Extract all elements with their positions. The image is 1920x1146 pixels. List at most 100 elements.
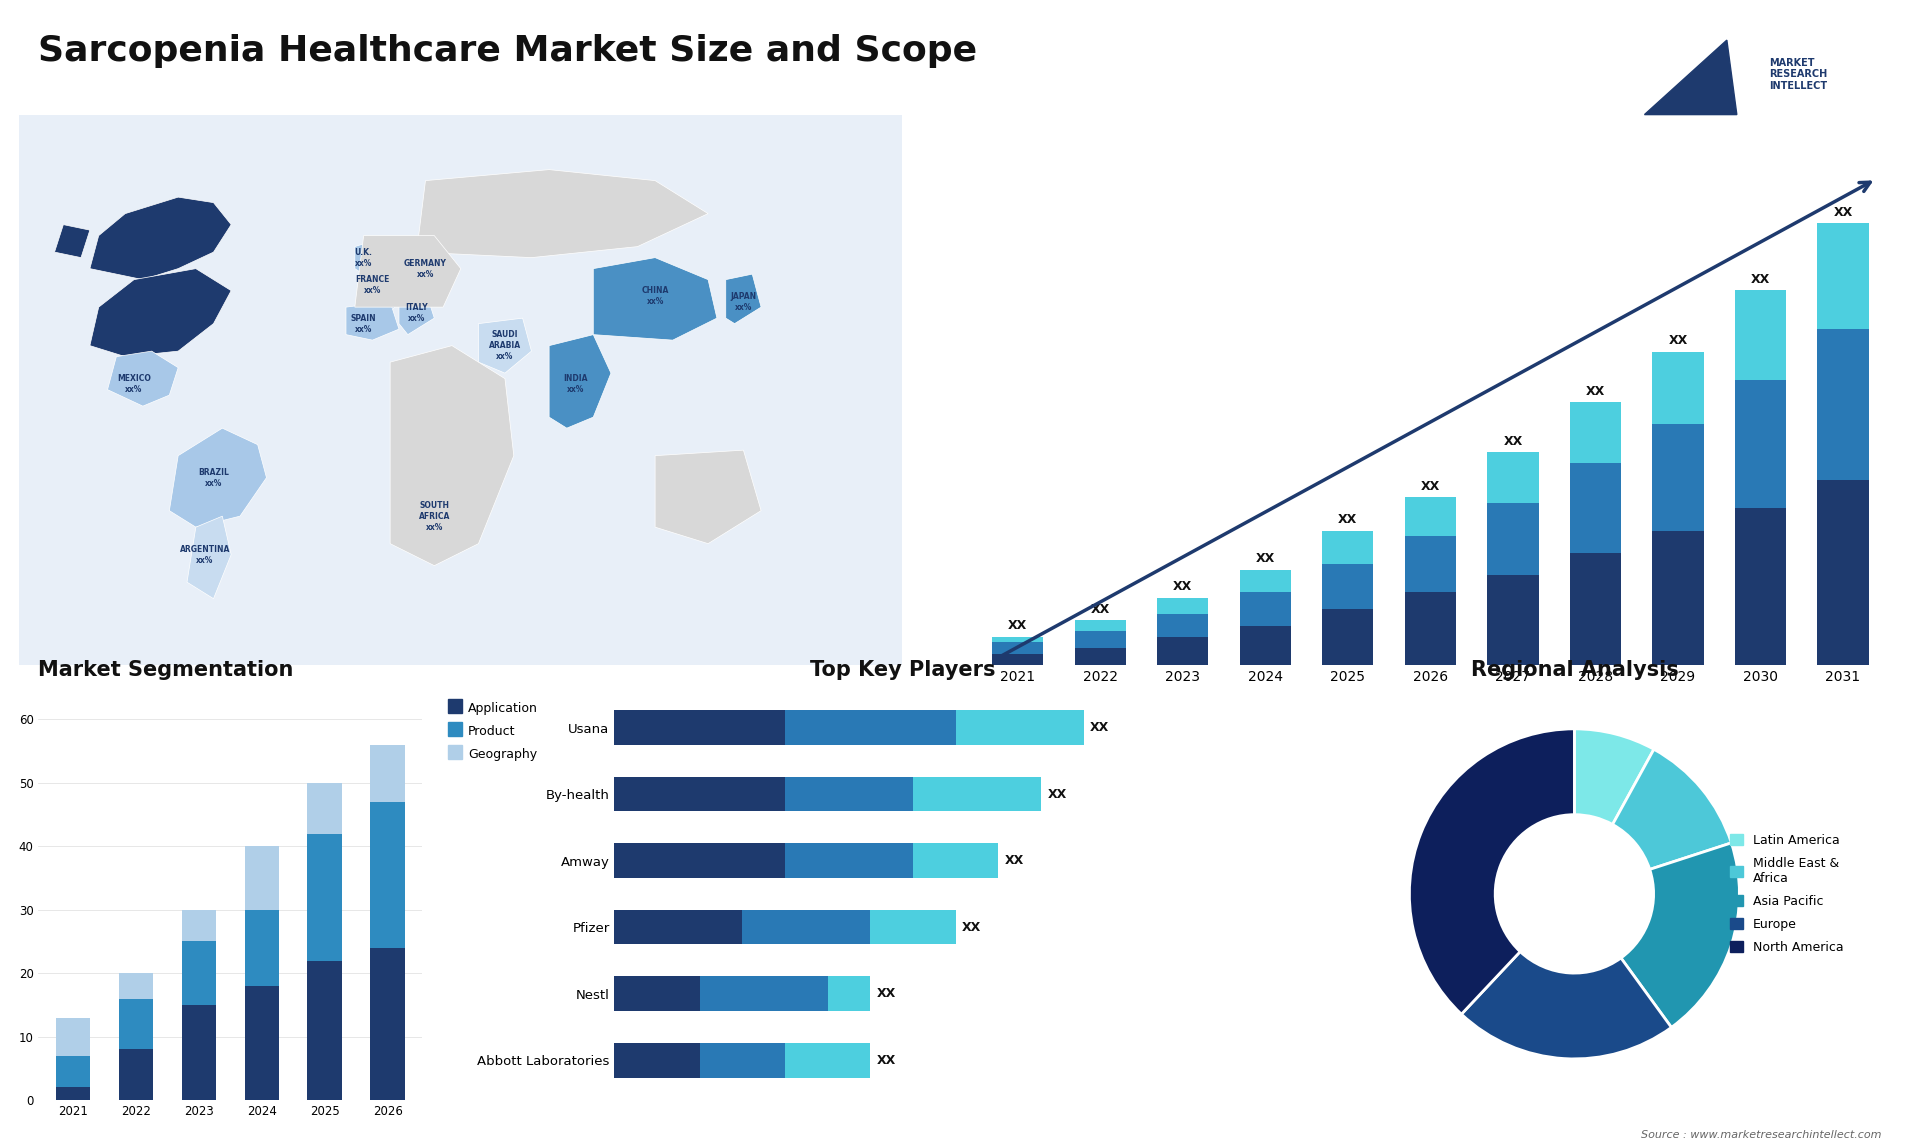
Polygon shape (655, 450, 760, 543)
Bar (1158, 614, 1208, 637)
Bar (56, 1018, 90, 1055)
Bar (1653, 531, 1703, 665)
Polygon shape (90, 197, 230, 280)
Bar (1240, 592, 1290, 626)
Title: Top Key Players: Top Key Players (810, 660, 995, 681)
Bar (785, 843, 914, 878)
Bar (1075, 631, 1125, 647)
Bar (614, 1043, 699, 1077)
Bar (1075, 647, 1125, 665)
Wedge shape (1409, 729, 1574, 1014)
Text: XX: XX (1008, 619, 1027, 633)
Polygon shape (593, 258, 716, 340)
Bar (993, 642, 1043, 653)
Polygon shape (1644, 40, 1738, 115)
Bar (1653, 352, 1703, 424)
Text: MARKET
RESEARCH
INTELLECT: MARKET RESEARCH INTELLECT (1770, 58, 1828, 91)
Polygon shape (355, 236, 461, 307)
Wedge shape (1620, 843, 1740, 1027)
Bar (244, 986, 278, 1100)
Title: Regional Analysis: Regional Analysis (1471, 660, 1678, 681)
Bar (1488, 453, 1538, 503)
Bar (371, 745, 405, 802)
Bar (1405, 497, 1455, 536)
Text: BRAZIL
xx%: BRAZIL xx% (198, 468, 228, 488)
Bar (1571, 552, 1620, 665)
Bar (119, 998, 154, 1050)
Bar (1488, 503, 1538, 575)
Bar (699, 976, 828, 1011)
Bar (182, 1005, 217, 1100)
Text: ARGENTINA
xx%: ARGENTINA xx% (179, 544, 230, 565)
Bar (828, 976, 870, 1011)
Wedge shape (1574, 729, 1653, 824)
Polygon shape (417, 170, 708, 258)
Bar (307, 833, 342, 960)
Bar (1818, 480, 1868, 665)
Text: SPAIN
xx%: SPAIN xx% (351, 314, 376, 333)
Text: XX: XX (1421, 479, 1440, 493)
Text: Source : www.marketresearchintellect.com: Source : www.marketresearchintellect.com (1642, 1130, 1882, 1140)
Bar (307, 960, 342, 1100)
Bar (1405, 536, 1455, 592)
Text: JAPAN
xx%: JAPAN xx% (730, 291, 756, 312)
Bar (614, 976, 699, 1011)
Bar (1240, 570, 1290, 592)
Text: XX: XX (1834, 206, 1853, 219)
Bar (182, 910, 217, 942)
Text: XX: XX (1048, 787, 1068, 801)
Polygon shape (54, 225, 90, 258)
Polygon shape (355, 241, 382, 274)
Polygon shape (417, 494, 461, 555)
Bar (371, 802, 405, 948)
Bar (914, 777, 1041, 811)
Bar (1736, 508, 1786, 665)
Polygon shape (399, 291, 434, 335)
Bar (307, 783, 342, 833)
Bar (614, 777, 785, 811)
Polygon shape (726, 274, 760, 323)
Bar (993, 637, 1043, 642)
Bar (119, 1050, 154, 1100)
Bar (1323, 531, 1373, 564)
Text: XX: XX (962, 920, 981, 934)
Bar (1571, 402, 1620, 463)
Polygon shape (186, 516, 230, 598)
Text: XX: XX (877, 1053, 897, 1067)
Bar (1323, 564, 1373, 609)
Text: XX: XX (1004, 854, 1023, 868)
Text: XX: XX (1256, 552, 1275, 565)
Bar (914, 843, 998, 878)
Text: XX: XX (1338, 513, 1357, 526)
Text: SAUDI
ARABIA
xx%: SAUDI ARABIA xx% (490, 330, 520, 361)
Bar (785, 711, 956, 745)
Polygon shape (478, 319, 532, 374)
Legend: Latin America, Middle East &
Africa, Asia Pacific, Europe, North America: Latin America, Middle East & Africa, Asi… (1724, 829, 1849, 959)
Text: XX: XX (1751, 273, 1770, 285)
Text: XX: XX (1668, 335, 1688, 347)
Bar (699, 1043, 785, 1077)
Text: Market Segmentation: Market Segmentation (38, 660, 294, 681)
Text: GERMANY
xx%: GERMANY xx% (403, 259, 447, 278)
Text: XX: XX (1586, 385, 1605, 398)
Bar (244, 846, 278, 910)
Bar (1818, 329, 1868, 480)
Bar (1158, 597, 1208, 614)
Polygon shape (390, 346, 515, 566)
Bar (56, 1055, 90, 1088)
Bar (1488, 575, 1538, 665)
Text: XX: XX (877, 987, 897, 1000)
Text: XX: XX (1173, 580, 1192, 594)
Text: Sarcopenia Healthcare Market Size and Scope: Sarcopenia Healthcare Market Size and Sc… (38, 34, 977, 69)
Wedge shape (1461, 951, 1672, 1059)
Text: MEXICO
xx%: MEXICO xx% (117, 374, 152, 394)
Bar (1653, 424, 1703, 531)
Bar (956, 711, 1083, 745)
Polygon shape (363, 268, 407, 313)
Text: FRANCE
xx%: FRANCE xx% (355, 275, 390, 296)
Text: CANADA
xx%: CANADA xx% (125, 220, 161, 241)
Text: ITALY
xx%: ITALY xx% (405, 303, 428, 323)
Bar (1323, 609, 1373, 665)
Text: U.S.
xx%: U.S. xx% (117, 308, 134, 328)
Bar (870, 910, 956, 944)
